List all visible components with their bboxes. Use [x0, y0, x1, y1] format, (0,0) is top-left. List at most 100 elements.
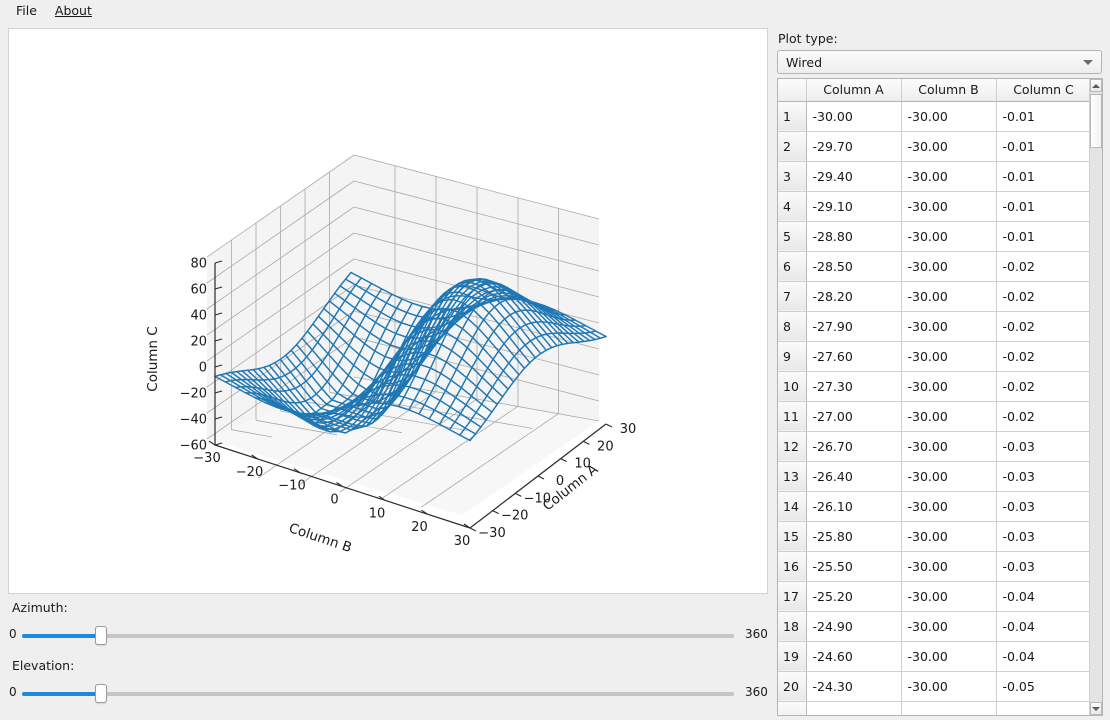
table-row[interactable]: 11 -27.00 -30.00 -0.02 [778, 401, 1092, 432]
row-number[interactable]: 3 [778, 161, 807, 192]
table-row[interactable]: 15 -25.80 -30.00 -0.03 [778, 521, 1092, 552]
cell-column-c[interactable]: -0.02 [996, 281, 1092, 312]
table-row[interactable]: 16 -25.50 -30.00 -0.03 [778, 551, 1092, 582]
scroll-up-button[interactable] [1090, 79, 1102, 92]
scrollbar-thumb[interactable] [1090, 94, 1102, 148]
cell-column-a[interactable]: -26.10 [806, 491, 902, 522]
cell-column-b[interactable]: -30.00 [901, 641, 997, 672]
cell-column-c[interactable]: -0.01 [996, 161, 1092, 192]
cell-column-b[interactable]: -30.00 [901, 671, 997, 702]
table-row[interactable] [778, 701, 1092, 715]
cell-column-c[interactable]: -0.02 [996, 371, 1092, 402]
cell-column-b[interactable]: -30.00 [901, 431, 997, 462]
cell-column-a[interactable]: -25.80 [806, 521, 902, 552]
cell-column-a[interactable]: -29.40 [806, 161, 902, 192]
cell-column-b[interactable]: -30.00 [901, 221, 997, 252]
row-number[interactable]: 1 [778, 101, 807, 132]
row-number[interactable]: 5 [778, 221, 807, 252]
cell-column-a[interactable]: -28.20 [806, 281, 902, 312]
column-header-b[interactable]: Column B [901, 79, 997, 102]
cell-column-a[interactable]: -29.10 [806, 191, 902, 222]
cell-column-b[interactable]: -30.00 [901, 491, 997, 522]
table-row[interactable]: 2 -29.70 -30.00 -0.01 [778, 131, 1092, 162]
plot-type-select[interactable]: Wired [777, 50, 1102, 74]
cell-column-b[interactable]: -30.00 [901, 371, 997, 402]
row-number[interactable]: 6 [778, 251, 807, 282]
row-number[interactable]: 14 [778, 491, 807, 522]
row-number[interactable]: 17 [778, 581, 807, 612]
cell-column-b[interactable]: -30.00 [901, 341, 997, 372]
row-number[interactable]: 12 [778, 431, 807, 462]
cell-column-a[interactable]: -26.70 [806, 431, 902, 462]
scrollbar-trough[interactable] [1090, 92, 1102, 702]
cell-column-b[interactable] [901, 701, 997, 715]
cell-column-a[interactable]: -27.00 [806, 401, 902, 432]
cell-column-c[interactable]: -0.03 [996, 551, 1092, 582]
cell-column-a[interactable]: -27.90 [806, 311, 902, 342]
cell-column-c[interactable]: -0.04 [996, 641, 1092, 672]
table-row[interactable]: 18 -24.90 -30.00 -0.04 [778, 611, 1092, 642]
table-row[interactable]: 8 -27.90 -30.00 -0.02 [778, 311, 1092, 342]
cell-column-c[interactable]: -0.04 [996, 611, 1092, 642]
cell-column-c[interactable]: -0.03 [996, 521, 1092, 552]
table-row[interactable]: 19 -24.60 -30.00 -0.04 [778, 641, 1092, 672]
cell-column-a[interactable]: -28.50 [806, 251, 902, 282]
cell-column-b[interactable]: -30.00 [901, 191, 997, 222]
data-table[interactable]: Column A Column B Column C 1 -30.00 -30.00… [777, 78, 1103, 716]
row-number[interactable]: 9 [778, 341, 807, 372]
row-number[interactable]: 4 [778, 191, 807, 222]
cell-column-c[interactable]: -0.01 [996, 131, 1092, 162]
table-row[interactable]: 1 -30.00 -30.00 -0.01 [778, 101, 1092, 132]
cell-column-c[interactable]: -0.01 [996, 221, 1092, 252]
table-row[interactable]: 10 -27.30 -30.00 -0.02 [778, 371, 1092, 402]
cell-column-a[interactable]: -26.40 [806, 461, 902, 492]
row-number[interactable]: 13 [778, 461, 807, 492]
cell-column-a[interactable] [806, 701, 902, 715]
elevation-slider-handle[interactable] [95, 684, 108, 703]
table-corner-cell[interactable] [778, 79, 807, 102]
menu-item-file[interactable]: File [8, 1, 45, 20]
table-row[interactable]: 4 -29.10 -30.00 -0.01 [778, 191, 1092, 222]
cell-column-c[interactable]: -0.03 [996, 491, 1092, 522]
row-number[interactable]: 8 [778, 311, 807, 342]
column-header-a[interactable]: Column A [806, 79, 902, 102]
table-row[interactable]: 7 -28.20 -30.00 -0.02 [778, 281, 1092, 312]
cell-column-b[interactable]: -30.00 [901, 311, 997, 342]
row-number[interactable]: 7 [778, 281, 807, 312]
azimuth-slider[interactable]: 0 360 [0, 624, 770, 646]
table-row[interactable]: 6 -28.50 -30.00 -0.02 [778, 251, 1092, 282]
row-number[interactable]: 19 [778, 641, 807, 672]
cell-column-b[interactable]: -30.00 [901, 161, 997, 192]
scroll-down-button[interactable] [1090, 702, 1102, 715]
row-number[interactable]: 11 [778, 401, 807, 432]
cell-column-a[interactable]: -28.80 [806, 221, 902, 252]
table-row[interactable]: 14 -26.10 -30.00 -0.03 [778, 491, 1092, 522]
row-number[interactable]: 16 [778, 551, 807, 582]
row-number[interactable]: 15 [778, 521, 807, 552]
cell-column-c[interactable]: -0.05 [996, 671, 1092, 702]
cell-column-a[interactable]: -25.20 [806, 581, 902, 612]
elevation-slider[interactable]: 0 360 [0, 682, 770, 704]
row-number[interactable]: 20 [778, 671, 807, 702]
row-number[interactable]: 18 [778, 611, 807, 642]
cell-column-a[interactable]: -27.30 [806, 371, 902, 402]
surface-plot-3d[interactable]: −60 −40 −20 0 20 40 60 80 −30 −20 −10 0 10 20 30 −30 −20… [9, 29, 768, 594]
plot-canvas-panel[interactable]: −60 −40 −20 0 20 40 60 80 −30 −20 −10 0 10 20 30 −30 −20… [8, 28, 768, 594]
cell-column-a[interactable]: -27.60 [806, 341, 902, 372]
row-number[interactable] [778, 701, 807, 715]
row-number[interactable]: 10 [778, 371, 807, 402]
table-scrollbar[interactable] [1089, 79, 1102, 715]
table-row[interactable]: 9 -27.60 -30.00 -0.02 [778, 341, 1092, 372]
cell-column-c[interactable]: -0.02 [996, 311, 1092, 342]
cell-column-b[interactable]: -30.00 [901, 401, 997, 432]
azimuth-slider-track[interactable] [22, 634, 734, 638]
cell-column-c[interactable]: -0.04 [996, 581, 1092, 612]
cell-column-b[interactable]: -30.00 [901, 581, 997, 612]
cell-column-c[interactable] [996, 701, 1092, 715]
column-header-c[interactable]: Column C [996, 79, 1092, 102]
cell-column-c[interactable]: -0.03 [996, 461, 1092, 492]
table-row[interactable]: 12 -26.70 -30.00 -0.03 [778, 431, 1092, 462]
cell-column-c[interactable]: -0.01 [996, 191, 1092, 222]
cell-column-c[interactable]: -0.02 [996, 401, 1092, 432]
cell-column-c[interactable]: -0.03 [996, 431, 1092, 462]
